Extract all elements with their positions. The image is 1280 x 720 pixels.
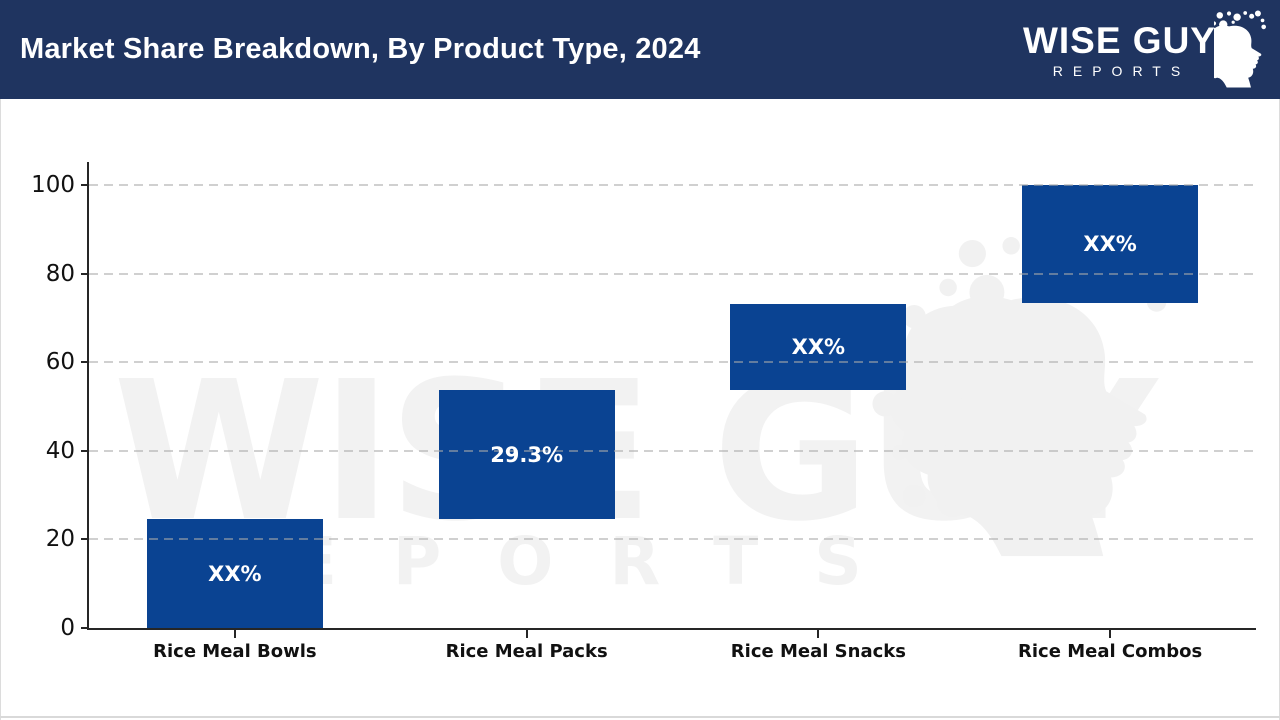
y-tick-label: 40 (45, 437, 75, 464)
wiseguy-logo-subtitle: REPORTS (1052, 62, 1191, 79)
y-tick-label: 100 (31, 172, 75, 198)
bar-rice-meal-combos (1022, 185, 1199, 304)
y-tick (81, 538, 89, 541)
category-label-rice-meal-packs: Rice Meal Packs (445, 641, 608, 662)
x-tick (525, 630, 528, 638)
y-tick-label: 0 (60, 615, 75, 641)
bar-rice-meal-bowls (146, 519, 323, 628)
y-tick (81, 361, 89, 364)
wiseguy-logo-text: WISE GUY REPORTS (1023, 22, 1216, 78)
x-tick (233, 630, 236, 638)
category-label-rice-meal-bowls: Rice Meal Bowls (153, 641, 317, 662)
wiseguy-logo-wordmark: WISE GUY (1022, 19, 1216, 61)
y-tick (81, 627, 89, 629)
wiseguy-face-icon (1214, 9, 1266, 87)
chart-title: Market Share Breakdown, By Product Type,… (20, 33, 701, 65)
y-tick-label: 60 (45, 349, 75, 376)
y-tick (81, 184, 89, 186)
y-axis-line (87, 162, 89, 630)
y-tick-label: 80 (45, 260, 75, 287)
header-band: Market Share Breakdown, By Product Type,… (0, 0, 1280, 99)
y-tick-label: 20 (45, 526, 75, 553)
bar-value-label: XX% (208, 561, 262, 586)
bar-rice-meal-packs (438, 389, 615, 520)
y-tick (81, 449, 89, 452)
bar-rice-meal-snacks (730, 303, 907, 390)
x-axis-line (87, 628, 1256, 630)
x-tick (817, 630, 820, 638)
category-label-rice-meal-snacks: Rice Meal Snacks (730, 641, 906, 662)
bar-value-label: XX% (791, 334, 846, 359)
wiseguy-logo: WISE GUY REPORTS (1023, 9, 1280, 90)
bar-value-label: 29.3% (490, 442, 564, 467)
x-tick (1109, 630, 1112, 638)
category-label-rice-meal-combos: Rice Meal Combos (1018, 641, 1203, 662)
bottom-divider (0, 716, 1280, 718)
y-tick (81, 272, 89, 275)
chart-area: WISE GUY REPORTS XX% Rice Meal Bowls 29.3%… (0, 99, 1280, 720)
bar-value-label: XX% (1083, 232, 1137, 257)
